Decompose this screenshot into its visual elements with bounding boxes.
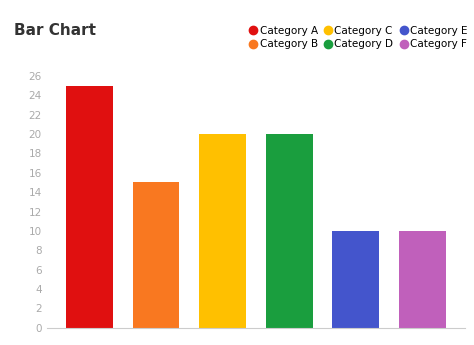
Bar [332, 231, 379, 328]
Bar [266, 134, 312, 328]
Legend: Category A, Category B, Category C, Category D, Category E, Category F: Category A, Category B, Category C, Cate… [251, 26, 468, 49]
Bar [133, 183, 180, 328]
Text: Bar Chart: Bar Chart [14, 22, 96, 38]
Bar [66, 86, 113, 328]
Bar [399, 231, 446, 328]
Bar [200, 134, 246, 328]
